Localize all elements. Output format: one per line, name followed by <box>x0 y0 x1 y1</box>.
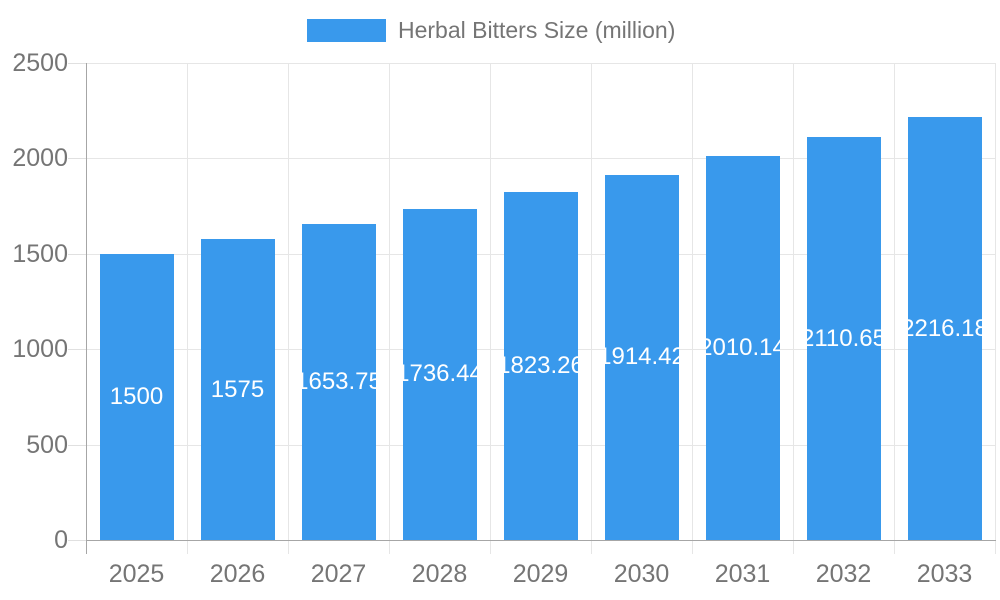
bar-value-label: 1823.26 <box>503 352 578 380</box>
x-gridline <box>490 63 491 554</box>
y-tick-label: 0 <box>54 526 68 554</box>
bar: 1736.44 <box>402 208 477 540</box>
x-gridline <box>894 63 895 554</box>
bar-value-label: 1736.44 <box>402 360 477 388</box>
y-tick-mark <box>68 540 86 541</box>
bar: 1914.42 <box>604 174 679 540</box>
chart-legend[interactable]: Herbal Bitters Size (million) <box>307 17 675 44</box>
y-tick-label: 1000 <box>12 335 68 364</box>
legend-label: Herbal Bitters Size (million) <box>398 17 676 43</box>
y-gridline <box>86 158 995 160</box>
x-gridline <box>187 63 188 554</box>
bar: 2216.18 <box>907 117 982 540</box>
y-tick-mark <box>68 349 86 351</box>
y-tick-label: 500 <box>26 430 68 459</box>
bar-value-label: 2216.18 <box>907 314 982 342</box>
x-tick-label: 2027 <box>310 560 367 588</box>
bar: 1823.26 <box>503 192 578 540</box>
y-tick-mark <box>68 158 86 160</box>
bar-value-label: 1575 <box>210 375 265 403</box>
x-tick-label: 2028 <box>411 560 468 588</box>
x-tick-label: 2033 <box>916 560 973 588</box>
x-tick-label: 2029 <box>512 560 569 588</box>
x-gridline <box>389 63 390 554</box>
y-gridline <box>86 63 995 64</box>
bar-value-label: 2010.14 <box>705 334 780 362</box>
bar: 1653.75 <box>301 224 376 540</box>
y-tick-mark <box>68 253 86 255</box>
x-gridline <box>692 63 693 554</box>
x-gridline <box>995 63 996 554</box>
x-gridline <box>591 63 592 554</box>
bar-value-label: 1914.42 <box>604 343 679 371</box>
x-tick-label: 2031 <box>714 560 771 588</box>
y-tick-mark <box>68 63 86 64</box>
bar: 1500 <box>99 253 174 540</box>
bar: 2010.14 <box>705 156 780 540</box>
x-axis-line <box>86 540 996 541</box>
legend-swatch-icon <box>307 19 386 42</box>
bar-value-label: 1653.75 <box>301 368 376 396</box>
x-tick-label: 2026 <box>209 560 266 588</box>
y-tick-label: 2500 <box>12 49 68 77</box>
x-tick-label: 2032 <box>815 560 872 588</box>
x-gridline <box>288 63 289 554</box>
x-tick-label: 2025 <box>108 560 165 588</box>
bar-value-label: 2110.65 <box>806 324 881 352</box>
x-tick-label: 2030 <box>613 560 670 588</box>
y-axis-line <box>86 63 87 554</box>
bar: 2110.65 <box>806 137 881 540</box>
y-tick-label: 2000 <box>12 144 68 173</box>
x-gridline <box>793 63 794 554</box>
bar-value-label: 1500 <box>109 382 164 410</box>
y-tick-mark <box>68 444 86 446</box>
bar: 1575 <box>200 239 275 540</box>
y-tick-label: 1500 <box>12 239 68 268</box>
